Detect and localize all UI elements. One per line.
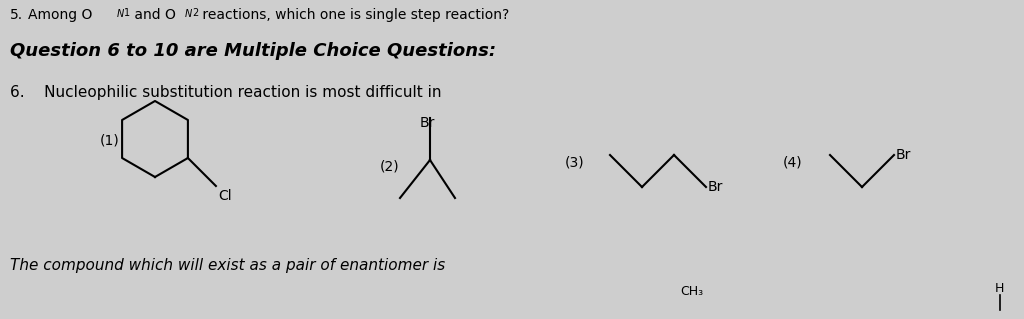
Text: N: N [117,9,124,19]
Text: Question 6 to 10 are Multiple Choice Questions:: Question 6 to 10 are Multiple Choice Que… [10,42,496,60]
Text: 2: 2 [193,8,199,18]
Text: and O: and O [130,8,176,22]
Text: The compound which will exist as a pair of enantiomer is: The compound which will exist as a pair … [10,258,445,273]
Text: (4): (4) [783,155,803,169]
Text: 5.: 5. [10,8,24,22]
Text: Br: Br [420,116,435,130]
Text: (3): (3) [565,155,585,169]
Text: Among O: Among O [28,8,92,22]
Text: H: H [995,282,1005,295]
Text: 6.    Nucleophilic substitution reaction is most difficult in: 6. Nucleophilic substitution reaction is… [10,85,441,100]
Text: 1: 1 [124,8,130,18]
Text: (1): (1) [100,134,120,148]
Text: Br: Br [708,180,723,194]
Text: N: N [185,9,193,19]
Text: CH₃: CH₃ [680,285,703,298]
Text: reactions, which one is single step reaction?: reactions, which one is single step reac… [198,8,509,22]
Text: Br: Br [896,148,911,162]
Text: (2): (2) [380,160,399,174]
Text: Cl: Cl [218,189,231,203]
